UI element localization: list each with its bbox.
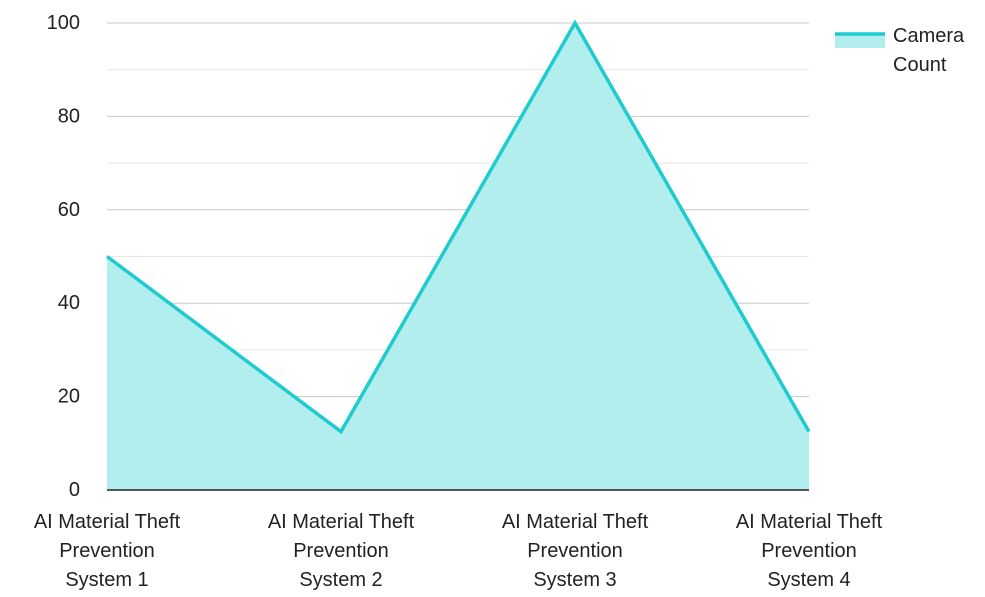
x-tick-label-line: Prevention [527,540,623,562]
legend-label-line: Count [893,54,947,76]
data-point[interactable] [804,427,814,437]
plot-area [102,18,814,490]
y-tick-label: 60 [58,199,80,221]
legend-swatch-fill [835,34,885,48]
data-point[interactable] [570,18,580,28]
x-tick-label-line: System 3 [533,569,616,591]
x-tick-label: AI Material Theft Prevention System 2 [268,511,415,591]
y-axis-ticks: 0 20 40 60 80 100 [47,12,80,501]
x-tick-label-line: AI Material Theft [736,511,883,533]
x-tick-label-line: Prevention [761,540,857,562]
y-tick-label: 0 [69,479,80,501]
x-tick-label-line: System 2 [299,569,382,591]
x-tick-label-line: Prevention [293,540,389,562]
x-tick-label-line: AI Material Theft [268,511,415,533]
data-point[interactable] [102,252,112,262]
x-tick-label: AI Material Theft Prevention System 4 [736,511,883,591]
legend-item[interactable]: Camera Count [835,25,965,76]
x-tick-label-line: Prevention [59,540,155,562]
series-line [105,19,811,435]
x-tick-label-line: AI Material Theft [502,511,649,533]
y-tick-label: 20 [58,386,80,408]
x-axis-ticks: AI Material Theft Prevention System 1AI Ma… [34,511,883,591]
legend: Camera Count [835,25,965,76]
x-tick-label: AI Material Theft Prevention System 1 [34,511,181,591]
series-area-fill [107,23,809,490]
data-point[interactable] [336,427,346,437]
y-tick-label: 40 [58,292,80,314]
x-tick-label-line: System 4 [767,569,850,591]
x-tick-label: AI Material Theft Prevention System 3 [502,511,649,591]
x-tick-label-line: System 1 [65,569,148,591]
y-tick-label: 100 [47,12,80,34]
legend-label-line: Camera [893,25,965,47]
y-tick-label: 80 [58,105,80,127]
legend-label: Camera Count [893,25,965,76]
x-tick-label-line: AI Material Theft [34,511,181,533]
